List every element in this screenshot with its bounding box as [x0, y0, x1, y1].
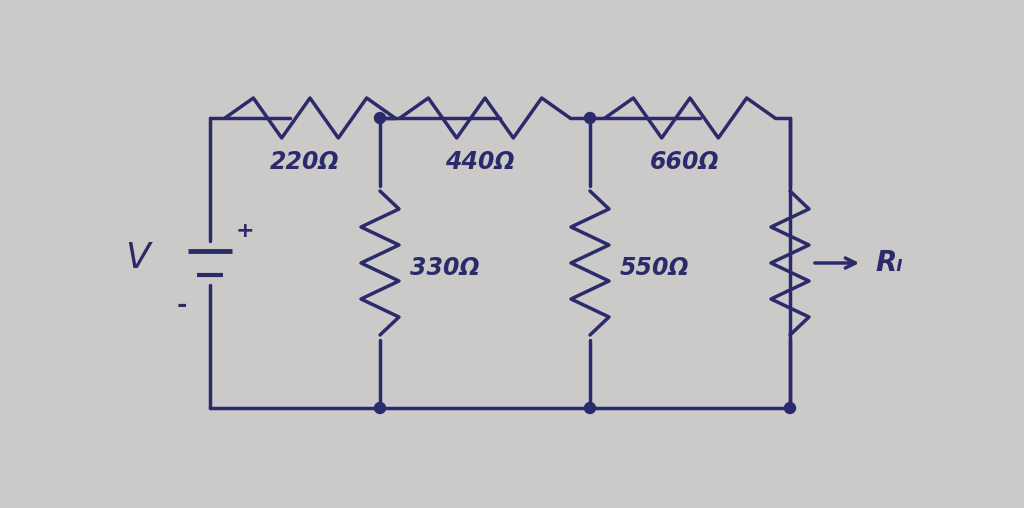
Text: 550Ω: 550Ω — [620, 256, 689, 280]
Circle shape — [585, 402, 596, 414]
Circle shape — [375, 402, 385, 414]
Text: +: + — [236, 221, 254, 241]
Text: 220Ω: 220Ω — [270, 150, 340, 174]
Circle shape — [375, 112, 385, 123]
Text: 330Ω: 330Ω — [410, 256, 479, 280]
Circle shape — [585, 112, 596, 123]
Circle shape — [784, 402, 796, 414]
Text: 440Ω: 440Ω — [445, 150, 515, 174]
Text: Rₗ: Rₗ — [874, 249, 902, 277]
Text: 660Ω: 660Ω — [650, 150, 720, 174]
Text: -: - — [177, 293, 187, 317]
Text: V: V — [126, 241, 151, 275]
